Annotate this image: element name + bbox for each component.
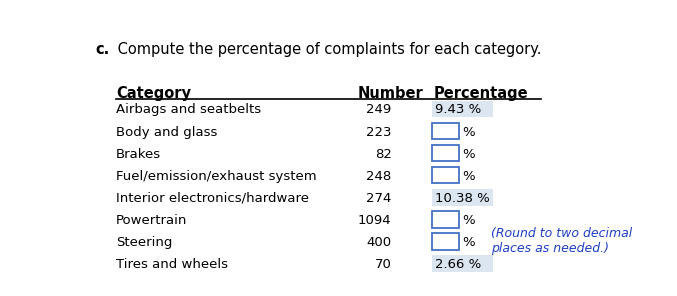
Text: 9.43 %: 9.43 % (435, 103, 481, 116)
Text: Percentage: Percentage (433, 86, 528, 101)
Text: Interior electronics/hardware: Interior electronics/hardware (116, 192, 309, 205)
Text: Powertrain: Powertrain (116, 214, 188, 227)
Text: (Round to two decimal
places as needed.): (Round to two decimal places as needed.) (492, 227, 632, 255)
Text: 249: 249 (366, 103, 391, 116)
Text: Airbags and seatbelts: Airbags and seatbelts (116, 103, 261, 116)
Text: 82: 82 (374, 148, 391, 161)
Text: Number: Number (357, 86, 423, 101)
Text: Body and glass: Body and glass (116, 126, 217, 139)
FancyBboxPatch shape (433, 189, 493, 205)
Text: %: % (462, 214, 475, 227)
Text: 223: 223 (366, 126, 391, 139)
Text: 70: 70 (374, 258, 391, 271)
FancyBboxPatch shape (433, 255, 493, 272)
Text: 10.38 %: 10.38 % (435, 192, 490, 205)
Text: %: % (462, 126, 475, 139)
Text: Steering: Steering (116, 236, 173, 249)
Text: Compute the percentage of complaints for each category.: Compute the percentage of complaints for… (114, 42, 542, 57)
Text: Category: Category (116, 86, 191, 101)
Text: 2.66 %: 2.66 % (435, 258, 481, 271)
Text: %: % (462, 148, 475, 161)
Text: 400: 400 (366, 236, 391, 249)
Text: 248: 248 (366, 170, 391, 183)
Text: Tires and wheels: Tires and wheels (116, 258, 228, 271)
FancyBboxPatch shape (433, 145, 459, 161)
Text: %: % (462, 170, 475, 183)
Text: Fuel/emission/exhaust system: Fuel/emission/exhaust system (116, 170, 317, 183)
Text: 274: 274 (366, 192, 391, 205)
Text: c.: c. (95, 42, 110, 57)
FancyBboxPatch shape (433, 101, 493, 117)
FancyBboxPatch shape (433, 123, 459, 139)
Text: Brakes: Brakes (116, 148, 161, 161)
FancyBboxPatch shape (433, 233, 459, 250)
Text: 1094: 1094 (358, 214, 391, 227)
Text: %: % (462, 236, 475, 249)
FancyBboxPatch shape (433, 211, 459, 228)
FancyBboxPatch shape (433, 167, 459, 184)
